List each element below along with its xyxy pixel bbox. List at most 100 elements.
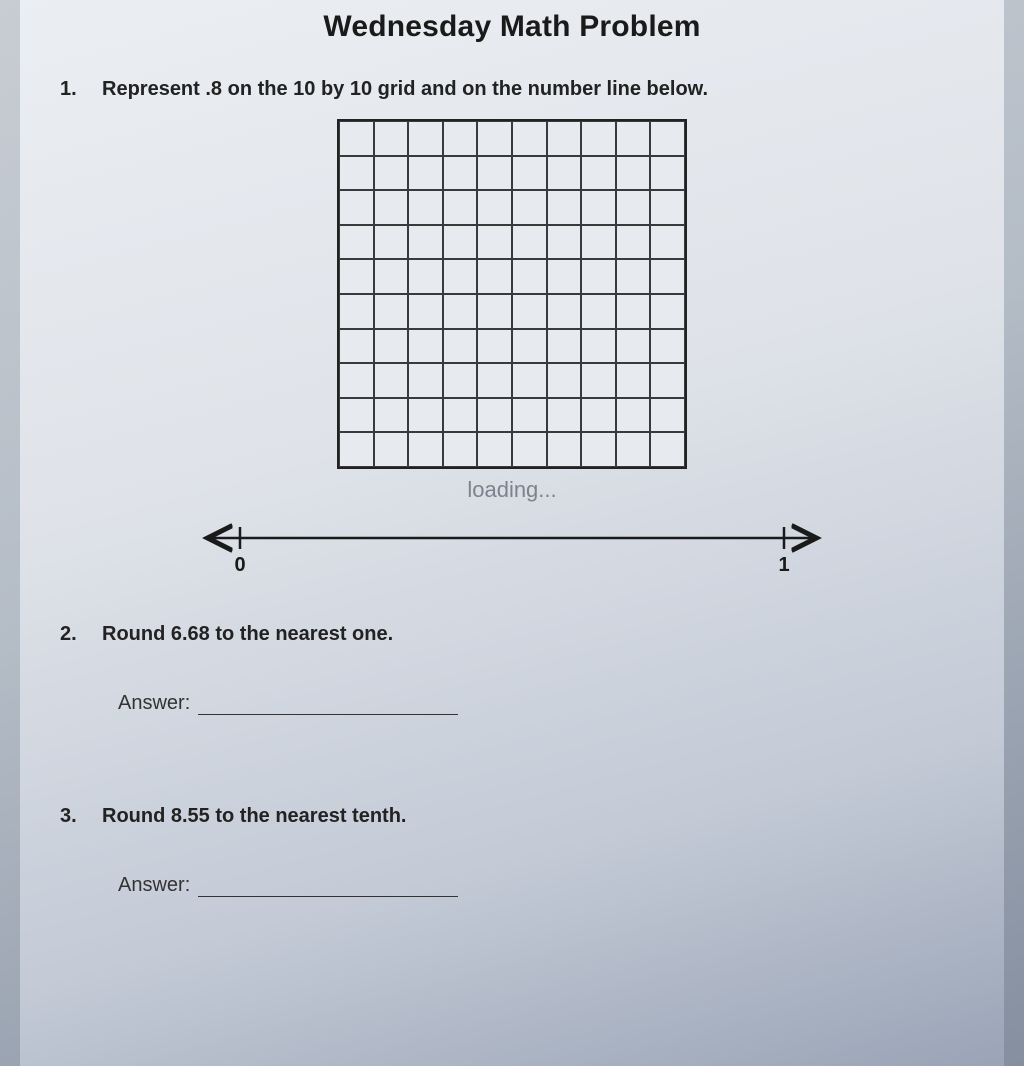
question-text: Round 8.55 to the nearest tenth.	[102, 805, 406, 828]
grid-cell	[512, 329, 547, 364]
grid-cell	[408, 190, 443, 225]
grid-cell	[616, 121, 651, 156]
grid-cell	[581, 398, 616, 433]
grid-cell	[616, 225, 651, 260]
grid-cell	[374, 225, 409, 260]
grid-cell	[477, 363, 512, 398]
grid-cell	[408, 225, 443, 260]
grid-cell	[443, 121, 478, 156]
grid-cell	[443, 398, 478, 433]
numberline-label-start: 0	[234, 554, 245, 576]
grid-cell	[581, 225, 616, 260]
grid-cell	[581, 156, 616, 191]
grid-cell	[581, 190, 616, 225]
grid-cell	[512, 225, 547, 260]
grid-cell	[650, 398, 685, 433]
grid-cell	[443, 329, 478, 364]
grid-cell	[408, 259, 443, 294]
grid-cell	[581, 363, 616, 398]
grid-cell	[616, 156, 651, 191]
grid-cell	[581, 294, 616, 329]
grid-cell	[443, 156, 478, 191]
grid-cell	[339, 294, 374, 329]
grid-cell	[547, 398, 582, 433]
grid-cell	[408, 121, 443, 156]
grid-cell	[477, 156, 512, 191]
question-number: 1.	[60, 78, 84, 101]
question-3: 3. Round 8.55 to the nearest tenth. Answ…	[60, 805, 964, 897]
grid-cell	[339, 329, 374, 364]
grid-cell	[443, 259, 478, 294]
answer-label: Answer:	[118, 874, 190, 897]
answer-blank[interactable]	[198, 875, 458, 897]
grid-cell	[374, 190, 409, 225]
grid-cell	[339, 156, 374, 191]
grid-container	[60, 119, 964, 469]
numberline-container: 0 1	[60, 513, 964, 583]
grid-cell	[477, 432, 512, 467]
grid-cell	[512, 259, 547, 294]
question-number: 3.	[60, 805, 84, 828]
grid-cell	[408, 398, 443, 433]
answer-row: Answer:	[118, 692, 964, 715]
answer-label: Answer:	[118, 692, 190, 715]
grid-cell	[581, 329, 616, 364]
grid-cell	[477, 225, 512, 260]
grid-cell	[616, 432, 651, 467]
grid-cell	[374, 329, 409, 364]
grid-cell	[547, 259, 582, 294]
grid-cell	[547, 294, 582, 329]
grid-cell	[339, 225, 374, 260]
grid-cell	[547, 432, 582, 467]
grid-cell	[477, 121, 512, 156]
grid-cell	[616, 190, 651, 225]
grid-cell	[374, 398, 409, 433]
grid-cell	[512, 156, 547, 191]
grid-cell	[443, 190, 478, 225]
grid-cell	[616, 398, 651, 433]
grid-cell	[650, 156, 685, 191]
grid-cell	[477, 329, 512, 364]
grid-cell	[339, 190, 374, 225]
grid-cell	[581, 432, 616, 467]
grid-cell	[339, 121, 374, 156]
grid-cell	[374, 156, 409, 191]
grid-cell	[547, 121, 582, 156]
grid-cell	[408, 329, 443, 364]
page-title: Wednesday Math Problem	[60, 10, 964, 44]
grid-cell	[512, 398, 547, 433]
answer-row: Answer:	[118, 874, 964, 897]
grid-cell	[374, 294, 409, 329]
grid-cell	[443, 363, 478, 398]
grid-cell	[477, 398, 512, 433]
grid-cell	[616, 329, 651, 364]
numberline-label-end: 1	[778, 554, 789, 576]
grid-cell	[616, 259, 651, 294]
question-1: 1. Represent .8 on the 10 by 10 grid and…	[60, 78, 964, 583]
grid-cell	[374, 363, 409, 398]
grid-cell	[650, 363, 685, 398]
grid-cell	[650, 225, 685, 260]
question-row: 1. Represent .8 on the 10 by 10 grid and…	[60, 78, 964, 101]
grid-cell	[374, 432, 409, 467]
grid-cell	[443, 225, 478, 260]
grid-cell	[477, 294, 512, 329]
answer-blank[interactable]	[198, 693, 458, 715]
grid-cell	[477, 259, 512, 294]
grid-cell	[339, 432, 374, 467]
grid-cell	[339, 259, 374, 294]
question-2: 2. Round 6.68 to the nearest one. Answer…	[60, 623, 964, 715]
ten-by-ten-grid	[337, 119, 687, 469]
grid-cell	[443, 432, 478, 467]
grid-cell	[581, 259, 616, 294]
grid-cell	[512, 432, 547, 467]
worksheet-sheet: Wednesday Math Problem 1. Represent .8 o…	[20, 0, 1004, 1066]
question-text: Represent .8 on the 10 by 10 grid and on…	[102, 78, 708, 101]
grid-cell	[408, 432, 443, 467]
grid-cell	[408, 294, 443, 329]
question-text: Round 6.68 to the nearest one.	[102, 623, 393, 646]
question-number: 2.	[60, 623, 84, 646]
grid-cell	[547, 363, 582, 398]
grid-cell	[547, 156, 582, 191]
loading-text: loading...	[60, 477, 964, 503]
